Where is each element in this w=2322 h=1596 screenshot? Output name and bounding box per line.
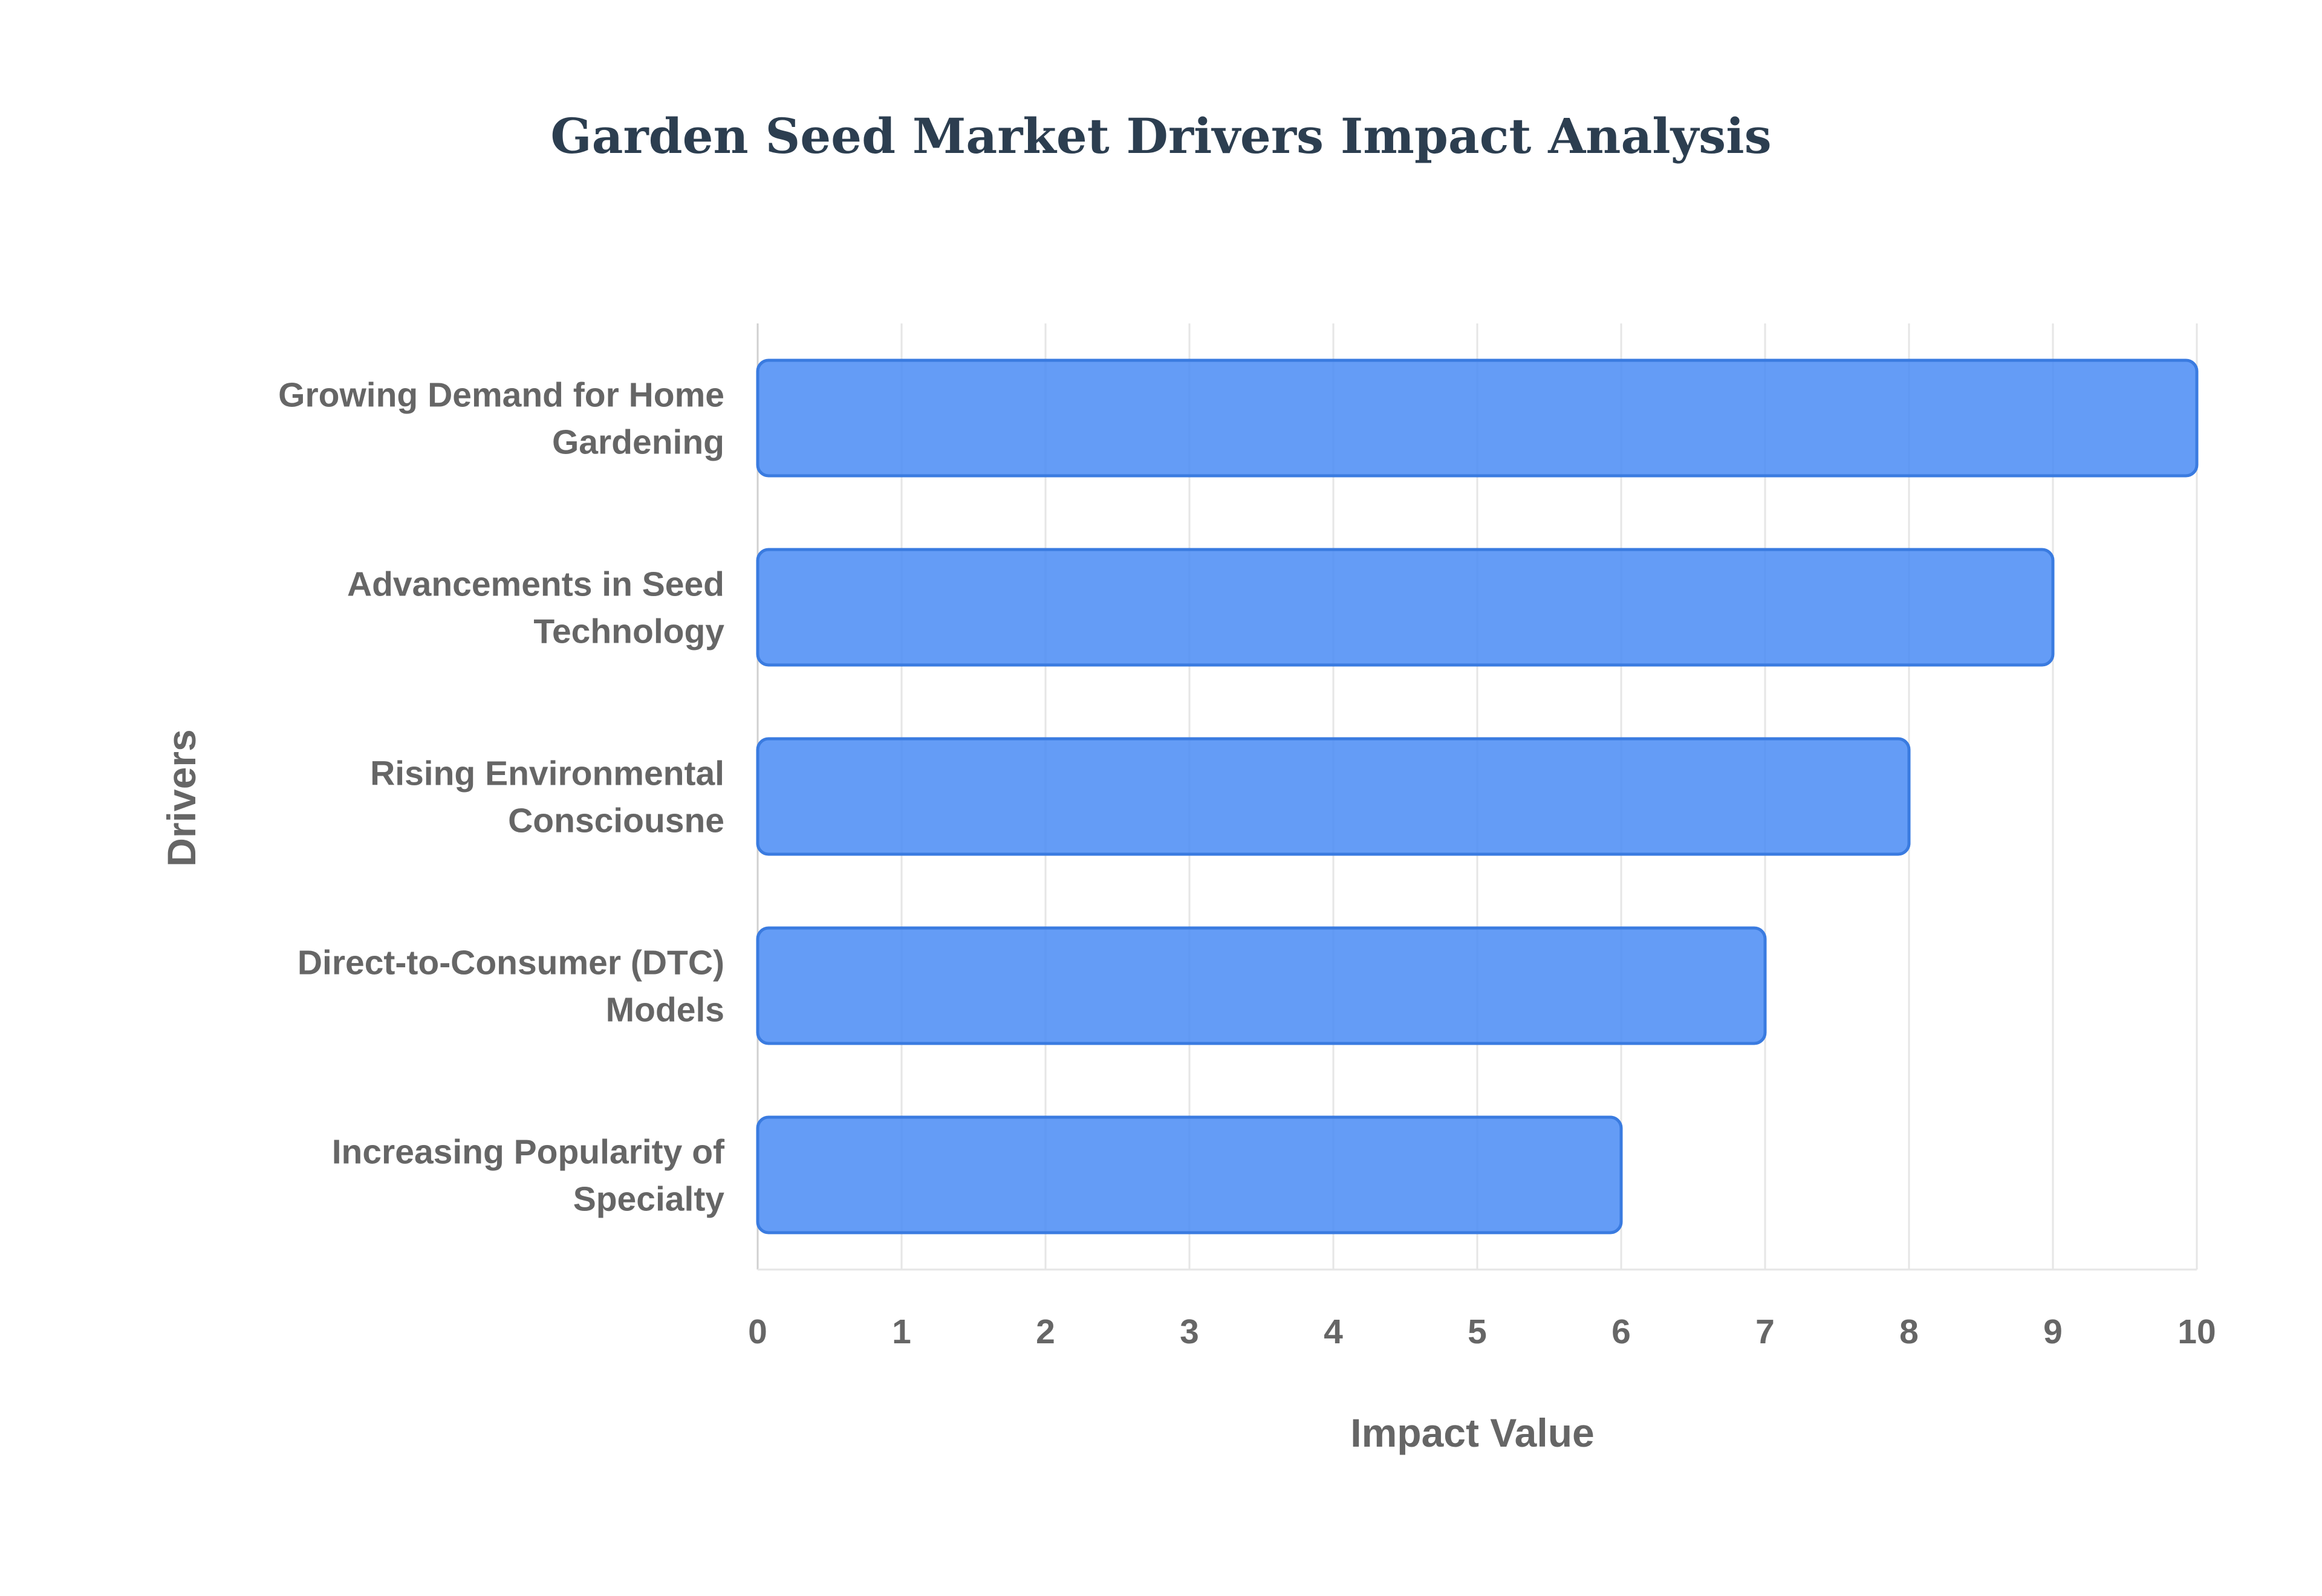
x-tick-label: 4 [1324,1312,1343,1351]
category-label: Growing Demand for Home Gardening [278,376,724,462]
bar [756,737,1911,856]
chart-title: Garden Seed Market Drivers Impact Analys… [550,108,1771,164]
category-labels: Growing Demand for Home Gardening Advancem… [278,376,725,1219]
x-tick-label: 9 [2043,1312,2063,1351]
category-label: Advancements in Seed Technology [347,565,724,651]
x-axis-title: Impact Value [1350,1410,1595,1455]
category-label: Increasing Popularity of Specialty [332,1133,725,1219]
x-tick-label: 10 [2177,1312,2216,1351]
x-tick-label: 5 [1468,1312,1487,1351]
category-label: Rising Environmental Consciousne [370,754,724,840]
bar [756,548,2055,667]
y-axis-title: Drivers [159,729,204,867]
x-tick-label: 7 [1755,1312,1775,1351]
x-tick-label: 8 [1899,1312,1919,1351]
bars [756,358,2199,1234]
bar [756,926,1767,1045]
x-tick-labels: 0 1 2 3 4 5 6 7 8 9 10 [748,1312,2216,1351]
x-tick-label: 3 [1180,1312,1199,1351]
category-label: Direct-to-Consumer (DTC) Models [298,944,724,1030]
x-tick-label: 2 [1036,1312,1055,1351]
x-tick-label: 1 [892,1312,911,1351]
x-tick-label: 6 [1611,1312,1631,1351]
x-tick-label: 0 [748,1312,767,1351]
bar [756,358,2199,478]
bar [756,1115,1623,1234]
